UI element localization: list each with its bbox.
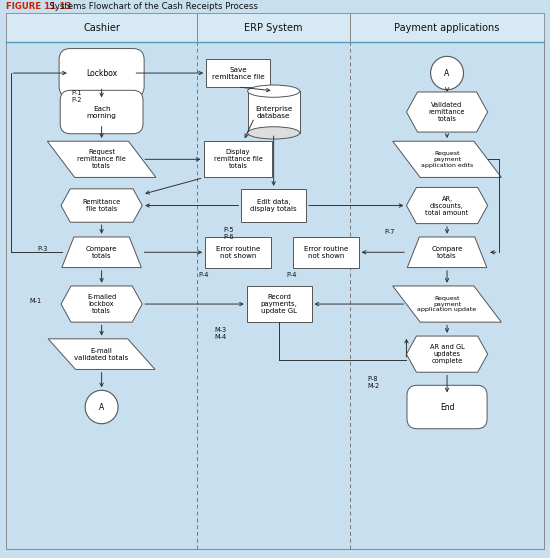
Text: P-7: P-7 (384, 229, 394, 235)
Text: Request
payment
application edits: Request payment application edits (421, 151, 473, 167)
Text: M-1: M-1 (29, 299, 41, 304)
Text: Error routine
not shown: Error routine not shown (216, 246, 260, 259)
Text: Record
payments,
update GL: Record payments, update GL (261, 294, 298, 314)
Bar (293, 237, 359, 268)
Bar (247, 286, 311, 322)
Polygon shape (406, 336, 488, 372)
Ellipse shape (248, 85, 300, 97)
Polygon shape (406, 187, 488, 224)
Text: Systems Flowchart of the Cash Receipts Process: Systems Flowchart of the Cash Receipts P… (41, 2, 258, 11)
Polygon shape (61, 286, 142, 322)
FancyBboxPatch shape (407, 386, 487, 429)
Text: Lockbox: Lockbox (86, 69, 117, 78)
Text: Save
remittance file: Save remittance file (212, 66, 265, 80)
Text: M-3
M-4: M-3 M-4 (214, 328, 227, 340)
Text: Error routine
not shown: Error routine not shown (304, 246, 348, 259)
Text: E-mailed
lockbox
totals: E-mailed lockbox totals (87, 294, 116, 314)
Bar (241, 189, 306, 222)
Circle shape (85, 391, 118, 424)
Text: Display
remittance file
totals: Display remittance file totals (213, 150, 262, 169)
Polygon shape (48, 339, 155, 369)
Ellipse shape (248, 127, 300, 139)
Bar (197, 13, 350, 42)
Text: Request
remittance file
totals: Request remittance file totals (77, 150, 126, 169)
Bar (350, 13, 544, 42)
Bar (206, 59, 270, 87)
Text: P-8
M-2: P-8 M-2 (367, 377, 380, 389)
Bar (6, 13, 197, 42)
Text: Cashier: Cashier (83, 23, 120, 33)
Text: Request
payment
application update: Request payment application update (417, 296, 477, 312)
Polygon shape (407, 237, 487, 268)
Text: P-3: P-3 (37, 247, 48, 253)
Text: P-5
P-6: P-5 P-6 (223, 227, 234, 240)
Text: Compare
totals: Compare totals (431, 246, 463, 259)
Polygon shape (61, 189, 142, 222)
Text: Payment applications: Payment applications (394, 23, 500, 33)
Text: Enterprise
database: Enterprise database (255, 105, 293, 118)
Text: A: A (99, 402, 104, 411)
Polygon shape (47, 141, 156, 177)
Text: P-4: P-4 (286, 272, 297, 278)
Text: Each
morning: Each morning (87, 105, 117, 118)
Text: ERP System: ERP System (244, 23, 303, 33)
Text: E-mail
validated totals: E-mail validated totals (74, 348, 129, 360)
Polygon shape (393, 286, 502, 322)
FancyBboxPatch shape (60, 90, 143, 134)
Text: FIGURE 11.13: FIGURE 11.13 (6, 2, 71, 11)
Text: Remittance
file totals: Remittance file totals (82, 199, 121, 212)
Text: P-1
P-2: P-1 P-2 (72, 90, 82, 103)
Bar (204, 141, 272, 177)
Polygon shape (406, 92, 488, 132)
Bar (205, 237, 271, 268)
Text: End: End (440, 402, 454, 411)
Text: Compare
totals: Compare totals (86, 246, 117, 259)
Polygon shape (62, 237, 141, 268)
FancyBboxPatch shape (59, 49, 144, 98)
Text: A: A (444, 69, 450, 78)
Text: Edit data,
display totals: Edit data, display totals (250, 199, 297, 212)
Polygon shape (393, 141, 502, 177)
Text: Validated
remittance
totals: Validated remittance totals (429, 102, 465, 122)
Text: P-4: P-4 (199, 272, 209, 278)
Text: AR and GL
updates
complete: AR and GL updates complete (430, 344, 464, 364)
Circle shape (431, 56, 464, 90)
Bar (248, 91, 300, 133)
Text: AR,
discounts,
total amount: AR, discounts, total amount (425, 195, 469, 215)
